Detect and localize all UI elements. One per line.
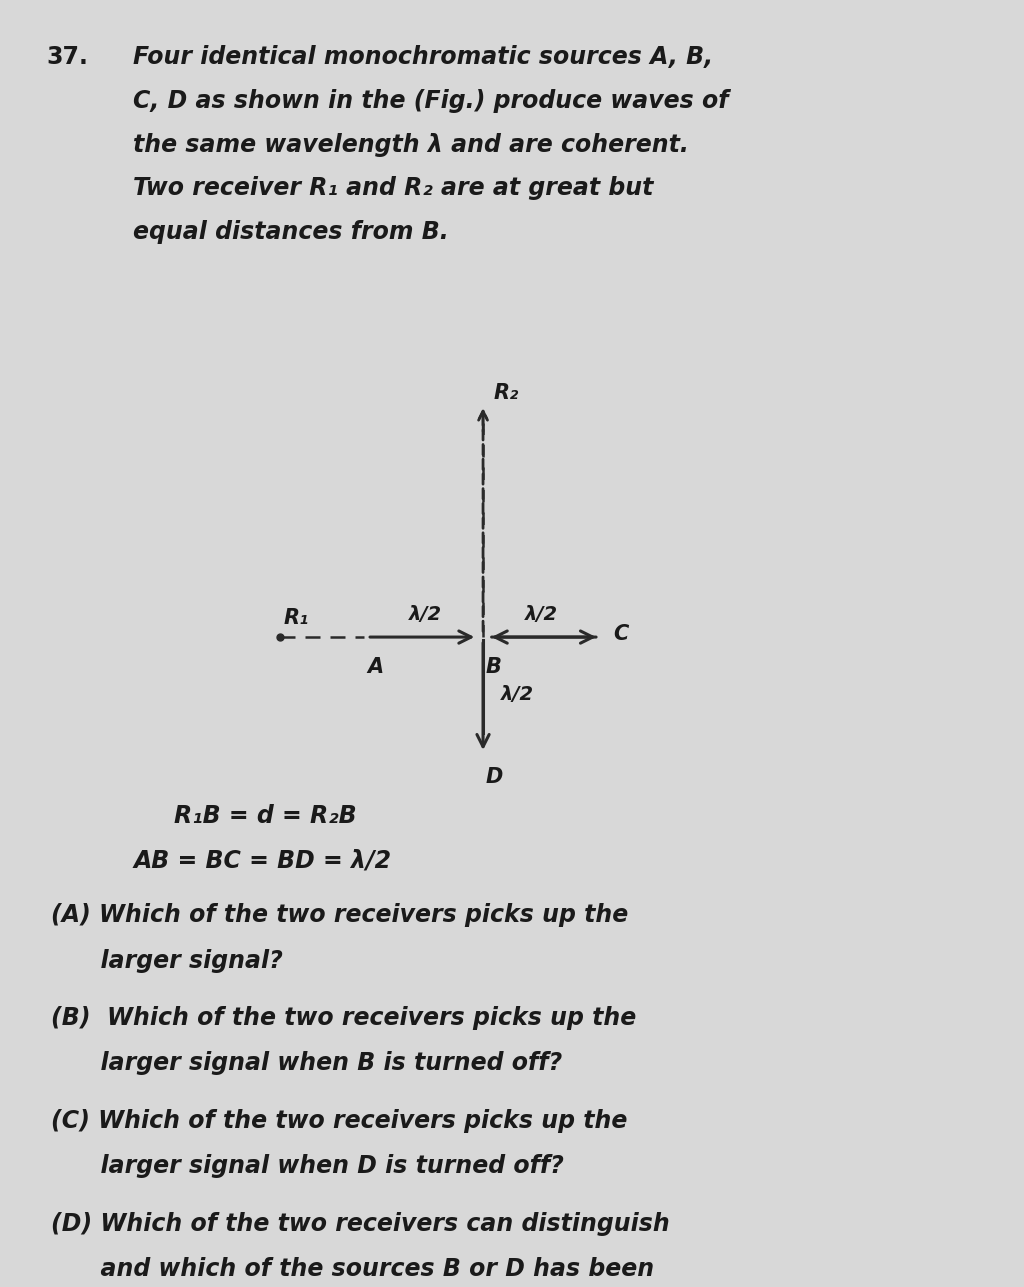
Text: and which of the sources B or D has been: and which of the sources B or D has been — [51, 1257, 654, 1282]
Text: 37.: 37. — [46, 45, 88, 69]
Text: larger signal when B is turned off?: larger signal when B is turned off? — [51, 1051, 562, 1076]
Text: D: D — [486, 767, 504, 788]
Text: (C) Which of the two receivers picks up the: (C) Which of the two receivers picks up … — [51, 1109, 628, 1134]
Text: Four identical monochromatic sources A, B,: Four identical monochromatic sources A, … — [133, 45, 714, 69]
Text: R₁B = d = R₂B: R₁B = d = R₂B — [174, 804, 356, 829]
Text: R₁: R₁ — [284, 609, 308, 628]
Text: A: A — [368, 658, 384, 677]
Text: C, D as shown in the (Fig.) produce waves of: C, D as shown in the (Fig.) produce wave… — [133, 89, 729, 113]
Text: larger signal?: larger signal? — [51, 949, 283, 973]
Text: λ/2: λ/2 — [524, 605, 557, 624]
Text: larger signal when D is turned off?: larger signal when D is turned off? — [51, 1154, 564, 1179]
Text: λ/2: λ/2 — [409, 605, 441, 624]
Text: R₂: R₂ — [494, 382, 519, 403]
Text: B: B — [485, 658, 502, 677]
Text: (B)  Which of the two receivers picks up the: (B) Which of the two receivers picks up … — [51, 1006, 637, 1031]
Text: C: C — [613, 624, 629, 645]
Text: equal distances from B.: equal distances from B. — [133, 220, 449, 245]
Text: (D) Which of the two receivers can distinguish: (D) Which of the two receivers can disti… — [51, 1212, 670, 1237]
Text: (A) Which of the two receivers picks up the: (A) Which of the two receivers picks up … — [51, 903, 629, 928]
Text: λ/2: λ/2 — [501, 686, 534, 704]
Text: the same wavelength λ and are coherent.: the same wavelength λ and are coherent. — [133, 133, 689, 157]
Text: Two receiver R₁ and R₂ are at great but: Two receiver R₁ and R₂ are at great but — [133, 176, 653, 201]
Text: AB = BC = BD = λ/2: AB = BC = BD = λ/2 — [133, 848, 391, 873]
